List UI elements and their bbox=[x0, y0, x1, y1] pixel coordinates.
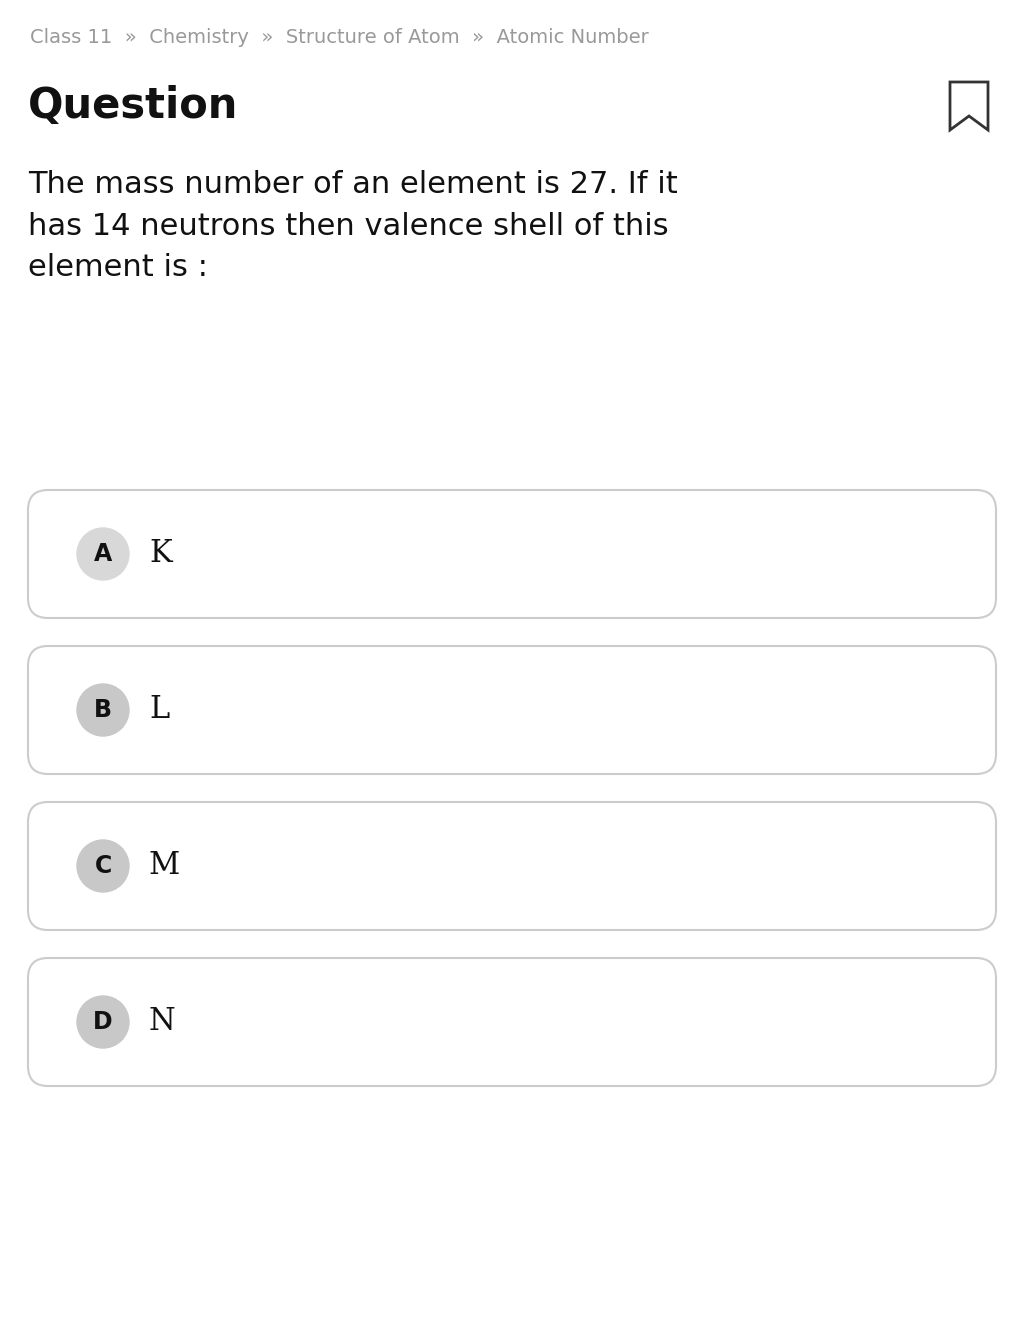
Text: The mass number of an element is 27. If it
has 14 neutrons then valence shell of: The mass number of an element is 27. If … bbox=[28, 170, 678, 282]
Text: D: D bbox=[93, 1009, 113, 1034]
Text: M: M bbox=[150, 850, 180, 881]
Circle shape bbox=[77, 528, 129, 580]
Text: Class 11  »  Chemistry  »  Structure of Atom  »  Atomic Number: Class 11 » Chemistry » Structure of Atom… bbox=[30, 28, 649, 47]
FancyBboxPatch shape bbox=[28, 646, 996, 774]
Text: A: A bbox=[94, 541, 112, 566]
FancyBboxPatch shape bbox=[28, 489, 996, 618]
Circle shape bbox=[77, 840, 129, 892]
Text: C: C bbox=[94, 854, 112, 878]
Circle shape bbox=[77, 996, 129, 1048]
Text: B: B bbox=[94, 698, 112, 722]
Text: N: N bbox=[150, 1007, 176, 1038]
FancyBboxPatch shape bbox=[28, 959, 996, 1086]
Text: L: L bbox=[150, 694, 169, 726]
FancyBboxPatch shape bbox=[28, 802, 996, 931]
Text: Question: Question bbox=[28, 86, 239, 127]
Text: K: K bbox=[150, 539, 172, 570]
Circle shape bbox=[77, 685, 129, 735]
